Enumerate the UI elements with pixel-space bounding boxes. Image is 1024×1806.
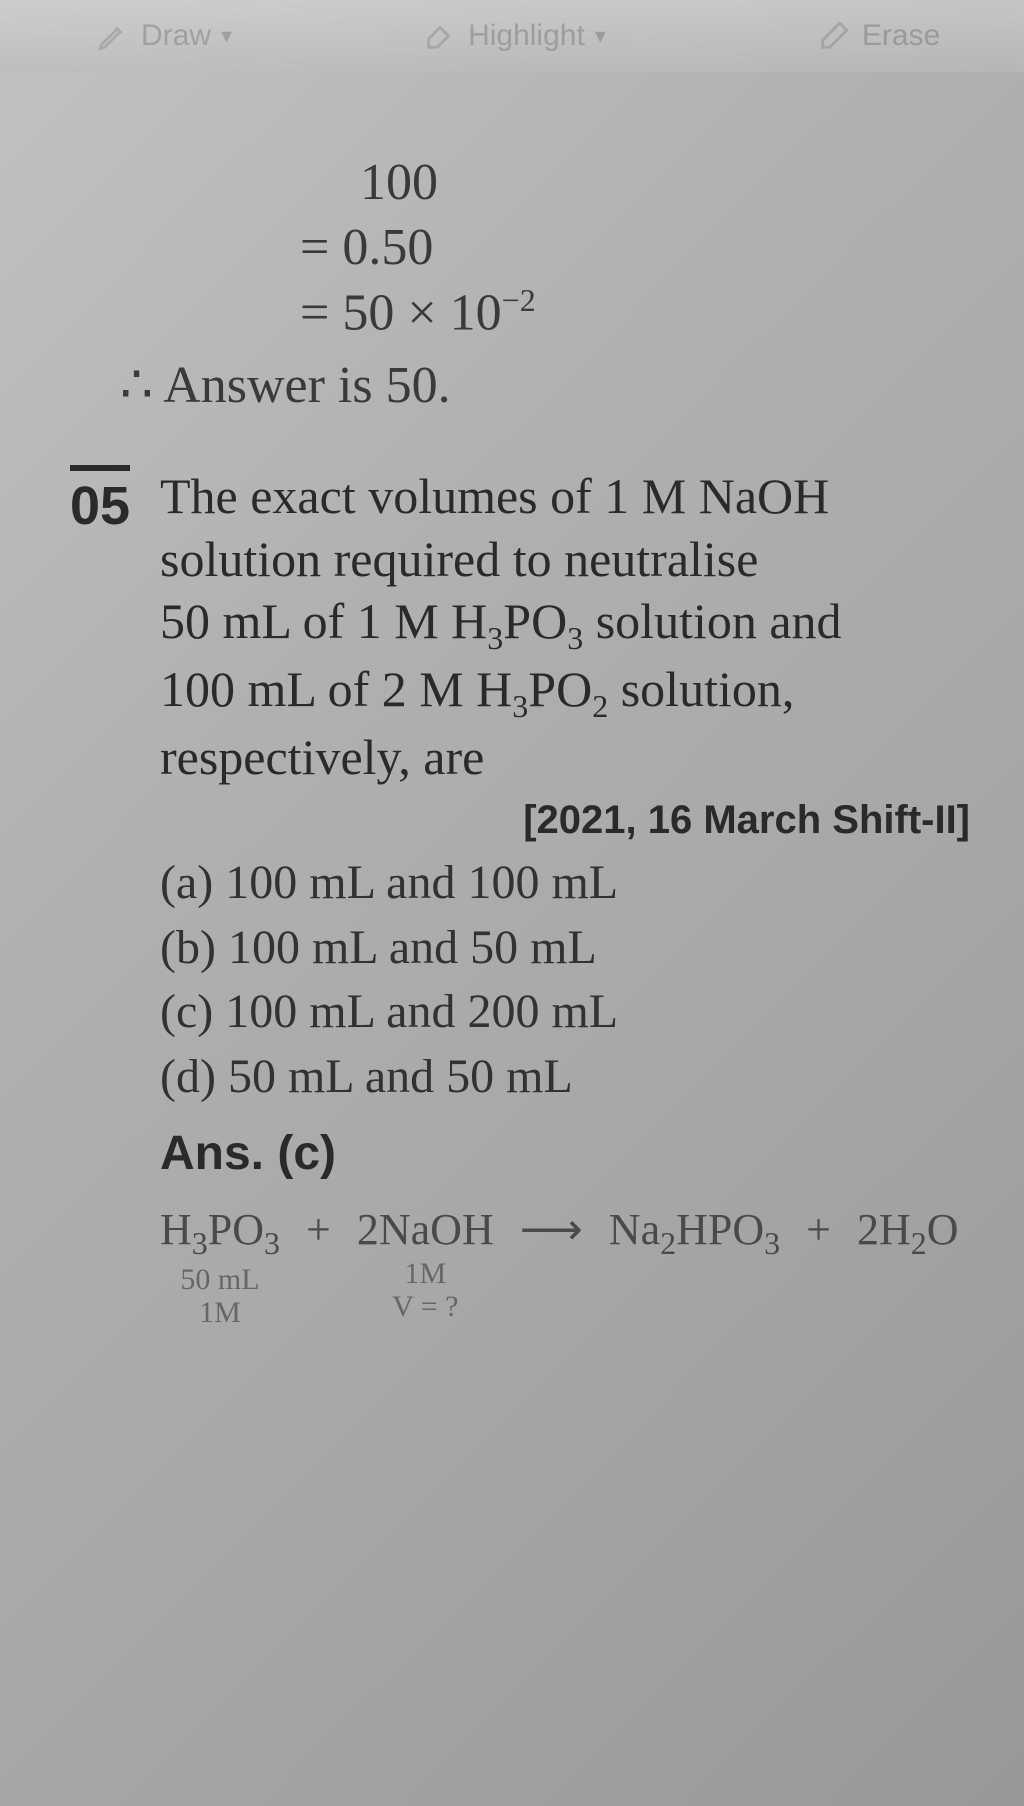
annotation-toolbar: Draw ▾ Highlight ▾ Erase [0, 0, 1024, 72]
option-d: (d) 50 mL and 50 mL [160, 1045, 970, 1110]
q-line-2: solution required to neutralise [160, 528, 970, 591]
product-na2hpo3: Na2HPO3 [609, 1202, 780, 1263]
answer-heading: Ans. (c) [160, 1124, 970, 1184]
highlight-tool[interactable]: Highlight ▾ [422, 18, 606, 54]
erase-label: Erase [862, 19, 940, 53]
product-h2o: 2H2O [857, 1202, 959, 1263]
calc-line-1: = 0.50 [300, 215, 970, 280]
page: Draw ▾ Highlight ▾ Erase 100 [0, 0, 1024, 1806]
q-line-4: 100 mL of 2 M H3PO2 solution, [160, 658, 970, 726]
option-a: (a) 100 mL and 100 mL [160, 851, 970, 916]
question-number: 05 [70, 465, 130, 537]
chevron-down-icon: ▾ [595, 23, 606, 49]
options-block: (a) 100 mL and 100 mL (b) 100 mL and 50 … [160, 851, 970, 1110]
option-c: (c) 100 mL and 200 mL [160, 980, 970, 1045]
reactant-h3po3: H3PO3 50 mL 1M [160, 1202, 280, 1329]
highlight-label: Highlight [468, 19, 585, 53]
previous-answer-conclusion: ∴ Answer is 50. [120, 355, 970, 415]
highlighter-icon [422, 18, 458, 54]
eraser-icon [816, 18, 852, 54]
question-05: 05 The exact volumes of 1 M NaOH solutio… [70, 465, 970, 1328]
q-line-5: respectively, are [160, 726, 970, 789]
q-line-1: The exact volumes of 1 M NaOH [160, 465, 970, 528]
chevron-down-icon: ▾ [221, 23, 232, 49]
document-body: 100 = 0.50 = 50 × 10−2 ∴ Answer is 50. 0… [70, 150, 970, 1329]
draw-label: Draw [141, 19, 211, 53]
question-body: The exact volumes of 1 M NaOH solution r… [160, 465, 970, 1328]
reaction-arrow: ⟶ [520, 1202, 583, 1257]
solution-equation: H3PO3 50 mL 1M + 2NaOH 1M V = ? ⟶ [160, 1202, 970, 1329]
plus-2: + [806, 1202, 831, 1257]
reactant-naoh: 2NaOH 1M V = ? [357, 1202, 494, 1323]
previous-calculation: 100 = 0.50 = 50 × 10−2 [300, 150, 970, 345]
erase-tool[interactable]: Erase [816, 18, 940, 54]
calc-line-2: = 50 × 10−2 [300, 280, 970, 345]
q-line-3: 50 mL of 1 M H3PO3 solution and [160, 590, 970, 658]
calc-line-0: 100 [360, 150, 970, 215]
option-b: (b) 100 mL and 50 mL [160, 916, 970, 981]
draw-tool[interactable]: Draw ▾ [95, 18, 232, 54]
question-number-column: 05 [70, 465, 160, 1328]
pencil-icon [95, 18, 131, 54]
exam-tag: [2021, 16 March Shift-II] [160, 795, 970, 845]
plus-1: + [306, 1202, 331, 1257]
